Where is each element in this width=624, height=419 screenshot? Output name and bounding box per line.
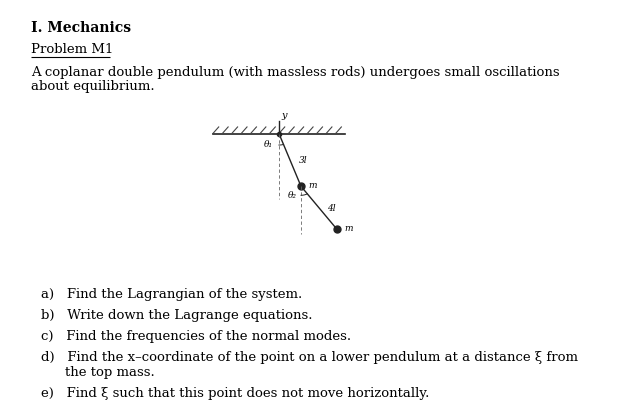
Text: d)   Find the x–coordinate of the point on a lower pendulum at a distance ξ from: d) Find the x–coordinate of the point on… [41,351,578,364]
Text: A coplanar double pendulum (with massless rods) undergoes small oscillations: A coplanar double pendulum (with massles… [31,66,559,79]
Text: Problem M1: Problem M1 [31,43,113,56]
Text: 4l: 4l [326,204,335,213]
Text: 3l: 3l [299,156,308,166]
Text: y: y [281,111,287,120]
Text: θ₂: θ₂ [288,191,296,200]
Text: I. Mechanics: I. Mechanics [31,21,130,35]
Text: the top mass.: the top mass. [65,366,155,379]
Text: m: m [344,224,353,233]
Text: c)   Find the frequencies of the normal modes.: c) Find the frequencies of the normal mo… [41,330,351,343]
Text: m: m [308,181,317,190]
Text: θ₁: θ₁ [264,140,273,149]
Text: about equilibrium.: about equilibrium. [31,80,154,93]
Text: e)   Find ξ such that this point does not move horizontally.: e) Find ξ such that this point does not … [41,387,429,400]
Text: b)   Write down the Lagrange equations.: b) Write down the Lagrange equations. [41,309,313,322]
Text: a)   Find the Lagrangian of the system.: a) Find the Lagrangian of the system. [41,287,303,300]
